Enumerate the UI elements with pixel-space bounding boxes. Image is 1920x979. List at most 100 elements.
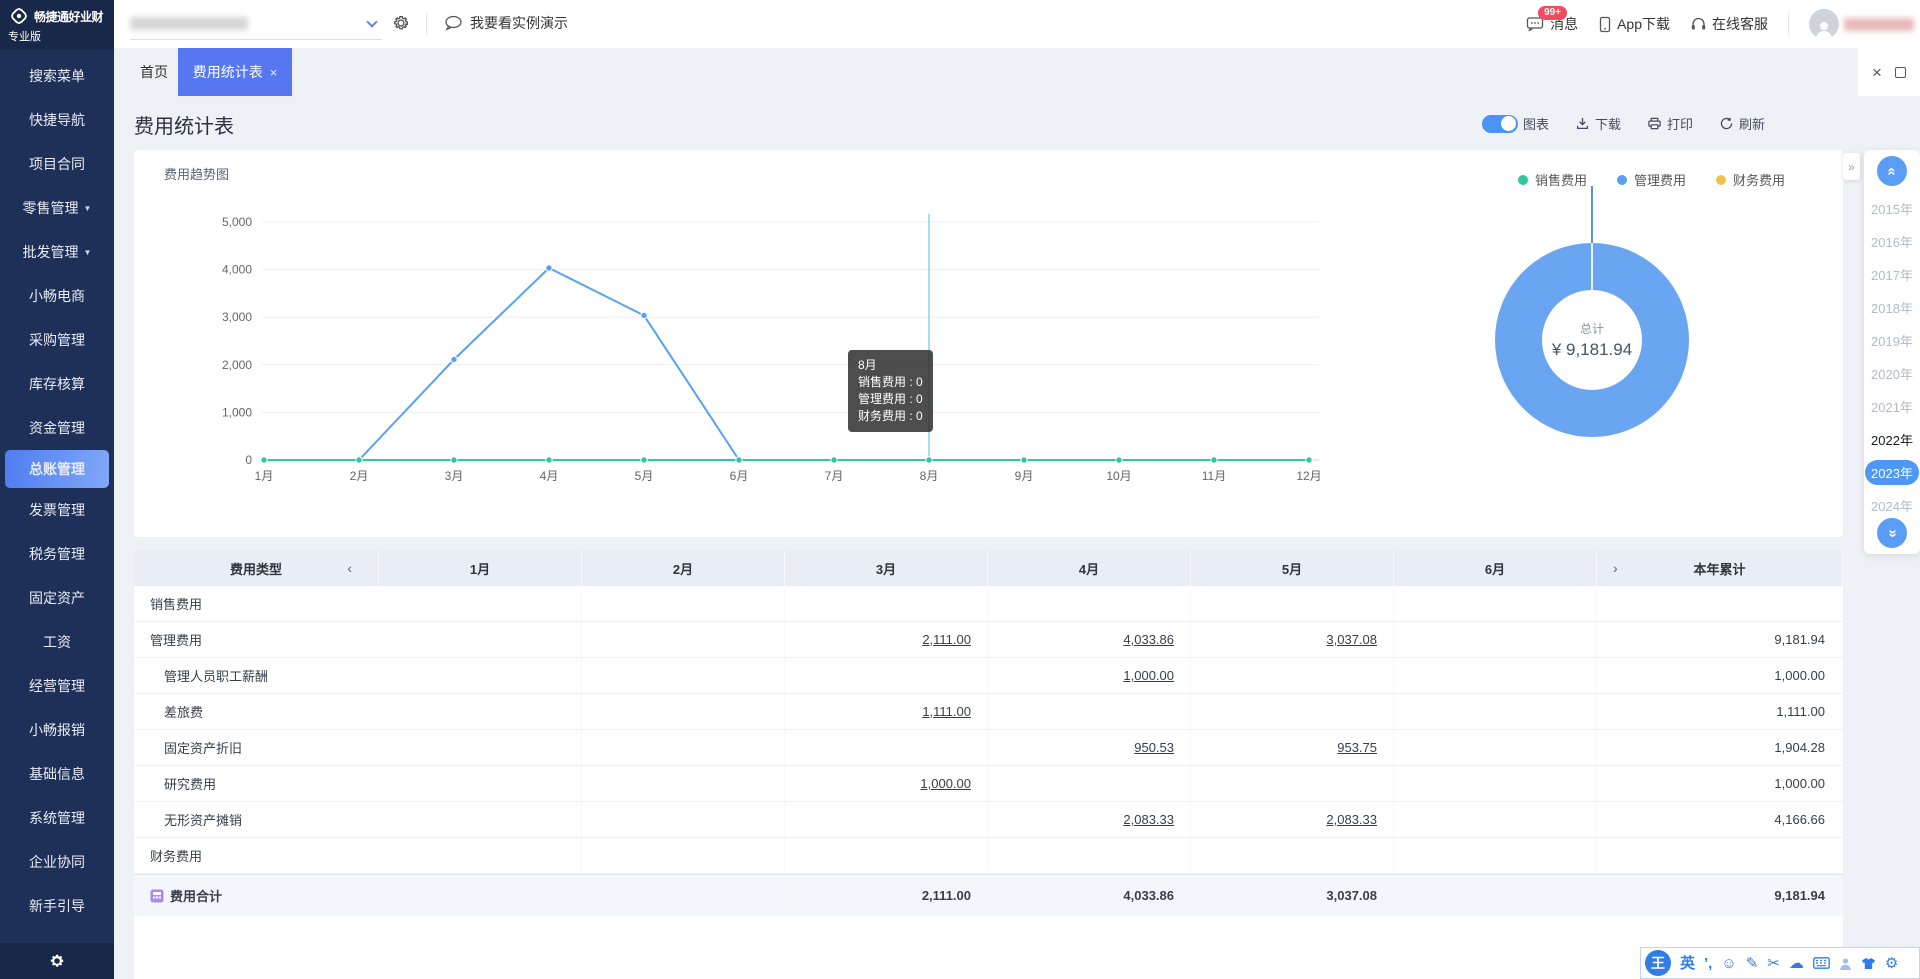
sidebar-item-固定资产[interactable]: 固定资产 <box>0 576 114 620</box>
sidebar-item-总账管理[interactable]: 总账管理 <box>5 450 109 488</box>
fullscreen-icon[interactable] <box>1894 66 1906 78</box>
sidebar-item-label: 系统管理 <box>29 810 85 826</box>
expense-trend-line-chart[interactable]: 0 1,000 2,000 3,000 4,000 5,000 1月 2月 3月 4月 5月 6月 7月… <box>134 150 1374 500</box>
messages-button[interactable]: 消息 99+ <box>1526 6 1578 34</box>
user-account[interactable] <box>1809 9 1914 39</box>
chart-toggle-switch[interactable] <box>1481 114 1518 133</box>
online-service-button[interactable]: 在线客服 <box>1690 14 1768 34</box>
year-panel-collapse-handle[interactable]: » <box>1843 153 1860 180</box>
sidebar-item-系统管理[interactable]: 系统管理 <box>0 796 114 840</box>
cell-value <box>379 802 582 837</box>
app-download-label: App下载 <box>1617 16 1670 32</box>
cell-value[interactable]: 2,111.00 <box>785 622 988 657</box>
demo-link[interactable]: 我要看实例演示 <box>444 13 568 33</box>
sidebar-item-零售管理[interactable]: 零售管理 ▼ <box>0 186 114 230</box>
sidebar-item-采购管理[interactable]: 采购管理 <box>0 318 114 362</box>
year-option-2022年[interactable]: 2022年 <box>1871 433 1913 448</box>
person-icon[interactable] <box>1839 957 1852 970</box>
topbar-gear-icon[interactable] <box>392 14 410 32</box>
sidebar-item-工资[interactable]: 工资 <box>0 620 114 664</box>
legend-item-销售费用[interactable]: 销售费用 <box>1517 170 1587 189</box>
tab-home[interactable]: 首页 <box>134 48 174 96</box>
year-option-2015年[interactable]: 2015年 <box>1871 202 1913 217</box>
refresh-button[interactable]: 刷新 <box>1719 114 1765 133</box>
cell-value[interactable]: 1,111.00 <box>785 694 988 729</box>
year-option-2016年[interactable]: 2016年 <box>1871 235 1913 250</box>
sidebar-item-小畅电商[interactable]: 小畅电商 <box>0 274 114 318</box>
columns-prev-icon[interactable]: ‹ <box>347 560 352 576</box>
pencil-icon[interactable]: ✎ <box>1745 954 1759 972</box>
cell-value[interactable]: 1,000.00 <box>988 658 1191 693</box>
table-total-row: 费用合计 2,111.00 4,033.86 3,037.08 9,181.94 <box>134 874 1843 916</box>
sidebar-menu: 搜索菜单 快捷导航 项目合同 零售管理 ▼ 批发管理 ▼ 小畅电商 采购管理 库存核算 资金管理总账… <box>0 50 114 943</box>
year-option-2017年[interactable]: 2017年 <box>1871 268 1913 283</box>
legend-item-财务费用[interactable]: 财务费用 <box>1715 170 1785 189</box>
punctuation-icon[interactable]: ’, <box>1704 954 1713 972</box>
sidebar-item-label: 总账管理 <box>29 461 85 477</box>
close-all-tabs-icon[interactable]: × <box>1872 62 1882 82</box>
sidebar-item-批发管理[interactable]: 批发管理 ▼ <box>0 230 114 274</box>
settings-gear-icon[interactable] <box>49 953 65 969</box>
sidebar-item-新手引导[interactable]: 新手引导 <box>0 884 114 928</box>
year-option-2024年[interactable]: 2024年 <box>1871 499 1913 514</box>
tab-expense-statistics[interactable]: 费用统计表 × <box>178 48 292 96</box>
sidebar-item-资金管理[interactable]: 资金管理 <box>0 406 114 450</box>
year-option-2019年[interactable]: 2019年 <box>1871 334 1913 349</box>
table-header-4月: 4月 <box>988 550 1191 586</box>
sidebar-item-搜索菜单[interactable]: 搜索菜单 <box>0 54 114 98</box>
years-scroll-down-button[interactable]: « <box>1877 518 1907 548</box>
table-header-3月: 3月 <box>785 550 988 586</box>
cell-value[interactable]: 3,037.08 <box>1191 622 1394 657</box>
ime-language-toggle[interactable]: 英 <box>1680 954 1696 972</box>
sidebar-item-基础信息[interactable]: 基础信息 <box>0 752 114 796</box>
cell-value: 1,904.28 <box>1774 740 1825 755</box>
cloud-icon[interactable]: ☁ <box>1788 954 1804 972</box>
page-title: 费用统计表 <box>134 116 234 138</box>
year-option-2023年[interactable]: 2023年 <box>1864 456 1920 489</box>
cell-value[interactable]: 950.53 <box>988 730 1191 765</box>
sidebar-item-税务管理[interactable]: 税务管理 <box>0 532 114 576</box>
columns-next-icon[interactable]: › <box>1613 560 1618 576</box>
legend-item-管理费用[interactable]: 管理费用 <box>1616 170 1686 189</box>
years-scroll-up-button[interactable]: « <box>1877 156 1907 186</box>
sidebar-item-label: 批发管理 <box>22 244 79 260</box>
tab-close-icon[interactable]: × <box>269 64 278 80</box>
ime-logo-icon[interactable]: 王 <box>1645 950 1671 976</box>
cell-value <box>582 694 785 729</box>
donut-center-text: 总计 ¥ 9,181.94 <box>1495 243 1689 437</box>
cell-value[interactable]: 2,083.33 <box>988 802 1191 837</box>
emoji-icon[interactable]: ☺ <box>1721 954 1737 972</box>
download-button[interactable]: 下载 <box>1575 114 1621 133</box>
company-selector[interactable] <box>130 8 382 40</box>
sidebar-item-项目合同[interactable]: 项目合同 <box>0 142 114 186</box>
sidebar-item-小畅报销[interactable]: 小畅报销 <box>0 708 114 752</box>
skin-shirt-icon[interactable] <box>1861 957 1876 970</box>
app-download-button[interactable]: App下载 <box>1598 14 1670 34</box>
cell-value <box>785 838 988 873</box>
cell-value <box>1191 694 1394 729</box>
print-button[interactable]: 打印 <box>1647 114 1693 133</box>
app-logo: 畅捷通好业财 专业版 <box>0 0 114 50</box>
total-calc-icon <box>150 889 164 902</box>
table-header-5月: 5月 <box>1191 550 1394 586</box>
keyboard-icon[interactable] <box>1812 957 1830 969</box>
legend-dot <box>1715 174 1726 185</box>
legend-dot <box>1616 174 1627 185</box>
year-option-2018年[interactable]: 2018年 <box>1871 301 1913 316</box>
sidebar-item-企业协同[interactable]: 企业协同 <box>0 840 114 884</box>
year-option-2021年[interactable]: 2021年 <box>1871 400 1913 415</box>
row-label: 固定资产折旧 <box>164 741 243 756</box>
year-option-2020年[interactable]: 2020年 <box>1871 367 1913 382</box>
sidebar-item-经营管理[interactable]: 经营管理 <box>0 664 114 708</box>
cell-value[interactable]: 1,000.00 <box>785 766 988 801</box>
ime-settings-gear-icon[interactable]: ⚙ <box>1884 954 1899 972</box>
cell-value[interactable]: 4,033.86 <box>988 622 1191 657</box>
cell-value[interactable]: 2,083.33 <box>1191 802 1394 837</box>
total-cell-value <box>379 875 582 916</box>
sidebar-item-快捷导航[interactable]: 快捷导航 <box>0 98 114 142</box>
sidebar-item-发票管理[interactable]: 发票管理 <box>0 488 114 532</box>
chart-toggle[interactable]: 图表 <box>1481 114 1549 133</box>
cell-value[interactable]: 953.75 <box>1191 730 1394 765</box>
sidebar-item-库存核算[interactable]: 库存核算 <box>0 362 114 406</box>
scissors-icon[interactable]: ✂ <box>1767 954 1780 972</box>
